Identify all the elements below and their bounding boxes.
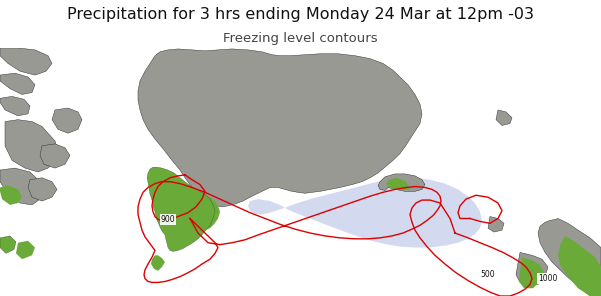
- Polygon shape: [516, 252, 548, 286]
- Polygon shape: [193, 197, 220, 230]
- Text: Freezing level contours: Freezing level contours: [223, 32, 378, 45]
- Text: 500: 500: [481, 270, 495, 279]
- Polygon shape: [16, 241, 35, 259]
- Text: Precipitation for 3 hrs ending Monday 24 Mar at 12pm -03: Precipitation for 3 hrs ending Monday 24…: [67, 7, 534, 22]
- Polygon shape: [0, 48, 52, 75]
- Polygon shape: [519, 257, 544, 288]
- Polygon shape: [40, 144, 70, 168]
- Polygon shape: [0, 96, 30, 116]
- Polygon shape: [248, 178, 482, 247]
- Polygon shape: [5, 120, 58, 172]
- Polygon shape: [538, 218, 601, 296]
- Text: 900: 900: [160, 215, 175, 224]
- Polygon shape: [0, 236, 16, 253]
- Polygon shape: [386, 178, 410, 190]
- Text: 1000: 1000: [538, 274, 558, 283]
- Polygon shape: [52, 108, 82, 133]
- Polygon shape: [28, 178, 57, 201]
- Polygon shape: [0, 73, 35, 94]
- Polygon shape: [496, 110, 512, 126]
- Polygon shape: [0, 168, 42, 205]
- Polygon shape: [147, 167, 215, 251]
- Polygon shape: [138, 49, 422, 207]
- Polygon shape: [0, 186, 22, 205]
- Polygon shape: [558, 236, 601, 296]
- Polygon shape: [378, 174, 425, 191]
- Polygon shape: [488, 217, 504, 232]
- Polygon shape: [151, 255, 165, 271]
